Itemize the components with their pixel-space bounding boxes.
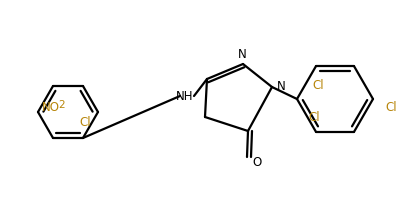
Text: NH: NH [176,89,194,102]
Text: Cl: Cl [312,78,324,91]
Text: O: O [252,156,261,169]
Text: N: N [277,79,286,92]
Text: Cl: Cl [385,101,397,114]
Text: NO: NO [42,100,60,113]
Text: 2: 2 [59,100,65,109]
Text: N: N [238,48,247,61]
Text: Cl: Cl [308,111,320,124]
Text: Cl: Cl [79,116,91,129]
